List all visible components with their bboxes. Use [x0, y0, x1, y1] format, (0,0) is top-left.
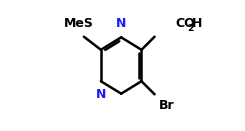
Text: N: N: [116, 17, 126, 30]
Text: CO: CO: [175, 17, 195, 30]
Text: Br: Br: [159, 99, 175, 112]
Text: MeS: MeS: [64, 17, 94, 30]
Text: N: N: [96, 88, 106, 101]
Text: 2: 2: [187, 24, 194, 33]
Text: H: H: [192, 17, 202, 30]
